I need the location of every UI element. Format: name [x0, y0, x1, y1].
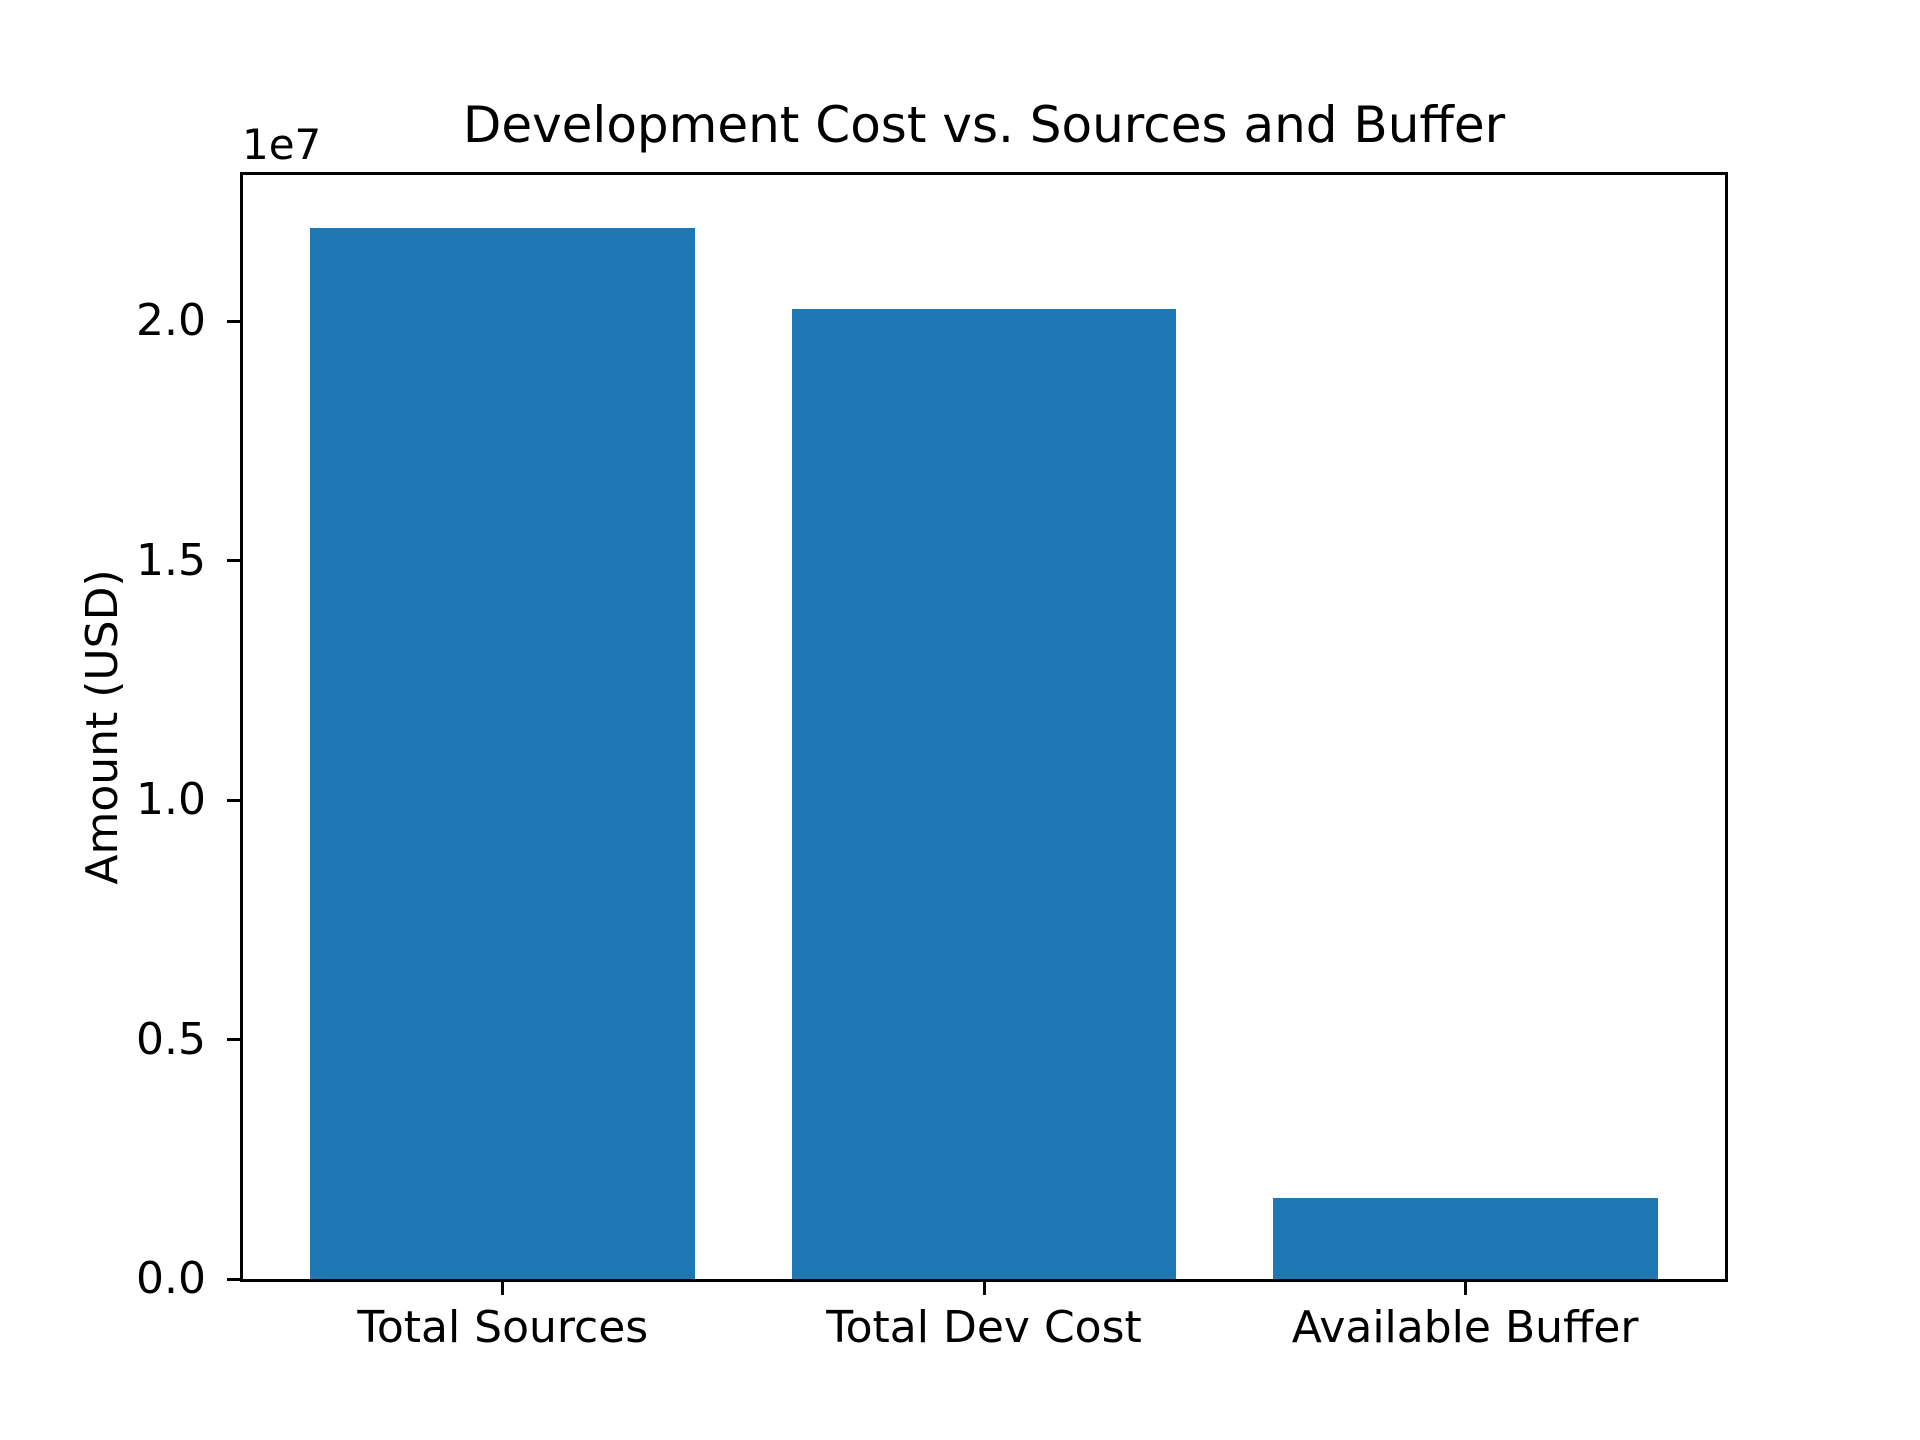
plot-area	[240, 172, 1728, 1282]
chart-title: Development Cost vs. Sources and Buffer	[462, 96, 1506, 154]
y-axis-label: Amount (USD)	[77, 569, 128, 885]
x-tick-mark	[982, 1282, 986, 1295]
x-tick-label-total-sources: Total Sources	[357, 1302, 649, 1353]
y-tick-label-0.0: 0.0	[136, 1253, 206, 1304]
y-tick-label-2.0: 2.0	[136, 295, 206, 347]
y-tick-mark	[227, 1038, 240, 1042]
x-tick-mark	[1463, 1282, 1467, 1295]
x-tick-label-available-buffer: Available Buffer	[1291, 1302, 1639, 1353]
y-tick-label-1.0: 1.0	[136, 774, 206, 826]
x-tick-label-total-dev-cost: Total Dev Cost	[826, 1302, 1142, 1353]
y-tick-label-0.5: 0.5	[136, 1013, 206, 1065]
y-tick-mark	[227, 798, 240, 802]
y-tick-label-1.5: 1.5	[136, 534, 206, 586]
bar-available-buffer	[1272, 1197, 1658, 1279]
y-tick-mark	[227, 1277, 240, 1281]
y-tick-mark	[227, 319, 240, 323]
y-axis-offset-label: 1e7	[242, 120, 322, 169]
bar-total-sources	[310, 227, 696, 1279]
bar-total-dev-cost	[791, 309, 1177, 1279]
y-tick-mark	[227, 559, 240, 563]
x-tick-mark	[501, 1282, 505, 1295]
